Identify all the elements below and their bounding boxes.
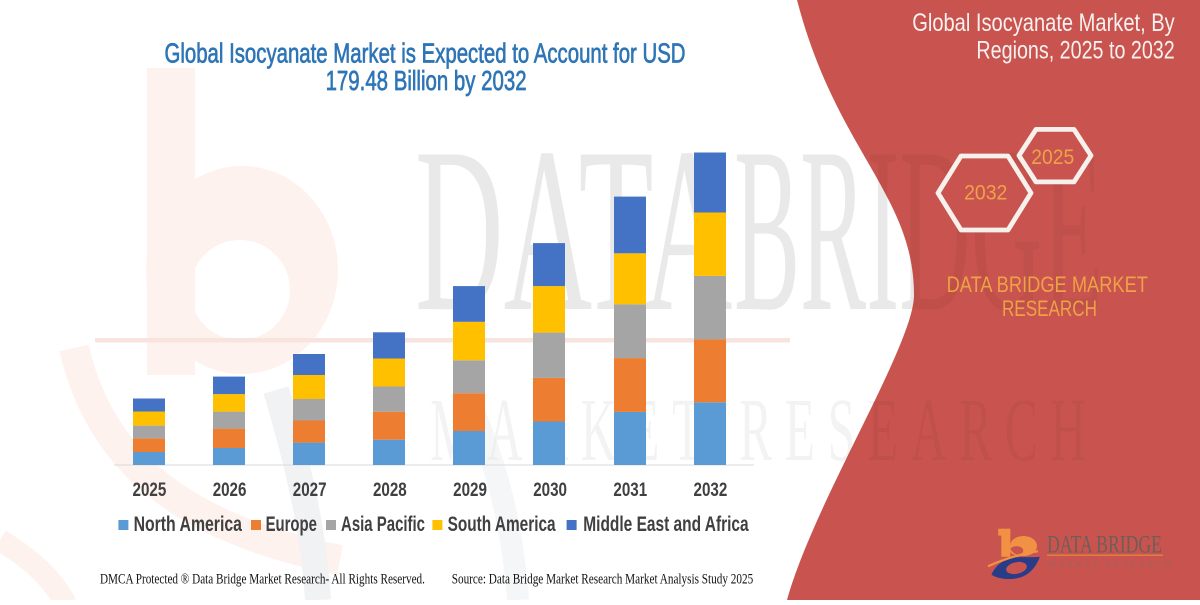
svg-text:2030: 2030 <box>533 478 567 501</box>
svg-text:Global Isocyanate Market is Ex: Global Isocyanate Market is Expected to … <box>165 39 686 70</box>
svg-text:Middle East and Africa: Middle East and Africa <box>583 512 749 536</box>
svg-text:Europe: Europe <box>266 512 317 536</box>
svg-text:2031: 2031 <box>613 478 647 501</box>
svg-text:2027: 2027 <box>293 478 327 501</box>
svg-text:MARKET RESEARCH: MARKET RESEARCH <box>1048 559 1174 569</box>
svg-text:2029: 2029 <box>453 478 487 501</box>
svg-text:Regions, 2025 to 2032: Regions, 2025 to 2032 <box>976 36 1174 64</box>
svg-text:Global Isocyanate Market, By: Global Isocyanate Market, By <box>912 8 1175 36</box>
svg-text:2032: 2032 <box>964 180 1007 204</box>
svg-text:North America: North America <box>134 512 243 536</box>
svg-text:2025: 2025 <box>1031 145 1074 169</box>
svg-text:2028: 2028 <box>373 478 407 501</box>
svg-text:DMCA Protected ® Data Bridge M: DMCA Protected ® Data Bridge Market Rese… <box>100 570 425 587</box>
svg-text:Asia Pacific: Asia Pacific <box>341 512 425 536</box>
svg-text:2025: 2025 <box>133 478 167 501</box>
svg-text:DATA BRIDGE MARKET: DATA BRIDGE MARKET <box>947 273 1148 298</box>
svg-text:DATA BRIDGE: DATA BRIDGE <box>1047 530 1162 559</box>
svg-text:RESEARCH: RESEARCH <box>1002 297 1097 322</box>
svg-text:Source: Data Bridge Market Res: Source: Data Bridge Market Research Mark… <box>452 570 754 587</box>
svg-text:2026: 2026 <box>213 478 247 501</box>
svg-text:179.48 Billion by 2032: 179.48 Billion by 2032 <box>326 66 527 97</box>
svg-text:2032: 2032 <box>694 478 728 501</box>
svg-text:South America: South America <box>448 512 557 536</box>
